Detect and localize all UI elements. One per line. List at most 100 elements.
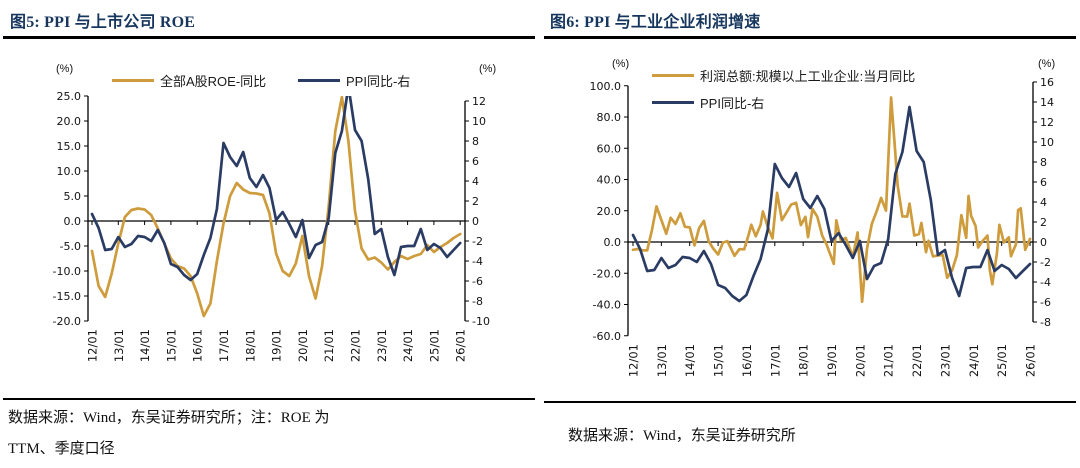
profit-series-swatch [652, 73, 694, 78]
svg-text:13/01: 13/01 [655, 344, 669, 377]
ppi-series-swatch2 [652, 100, 694, 105]
svg-text:16/01: 16/01 [191, 329, 205, 362]
svg-text:22/01: 22/01 [910, 344, 924, 377]
svg-text:100.0: 100.0 [590, 80, 622, 93]
figure6-source-note: 数据来源：Wind，东吴证券研究所 [568, 428, 796, 444]
svg-text:-20.0: -20.0 [53, 315, 81, 328]
figure5-title-rule [3, 36, 535, 39]
figure6-footer-rule [544, 401, 1076, 403]
svg-text:12: 12 [1040, 116, 1054, 129]
svg-text:17/01: 17/01 [768, 344, 782, 377]
svg-text:-10.0: -10.0 [53, 265, 81, 278]
svg-text:26/01: 26/01 [454, 329, 468, 362]
svg-text:-10: -10 [472, 315, 490, 328]
figure5-footer-rule [3, 398, 535, 400]
svg-text:15/01: 15/01 [712, 344, 726, 377]
svg-text:4: 4 [472, 175, 479, 188]
figure6-right-axis-unit: (%) [1038, 58, 1056, 70]
svg-text:20.0: 20.0 [597, 205, 622, 218]
figure5-source-note-line1: 数据来源：Wind，东吴证券研究所；注：ROE 为 [8, 410, 330, 426]
svg-text:8: 8 [1040, 156, 1047, 169]
figure5-legend-item-roe: 全部A股ROE-同比 [112, 71, 266, 90]
svg-text:5.0: 5.0 [64, 190, 82, 203]
svg-text:18/01: 18/01 [797, 344, 811, 377]
svg-text:-60.0: -60.0 [593, 330, 621, 343]
svg-text:23/01: 23/01 [938, 344, 952, 377]
svg-text:16/01: 16/01 [740, 344, 754, 377]
figure6-left-axis-unit: (%) [612, 58, 630, 70]
svg-text:-4: -4 [472, 255, 483, 268]
svg-text:18/01: 18/01 [243, 329, 257, 362]
svg-text:21/01: 21/01 [882, 344, 896, 377]
svg-text:8: 8 [472, 135, 479, 148]
svg-text:-40.0: -40.0 [593, 299, 621, 312]
svg-text:-5.0: -5.0 [60, 240, 81, 253]
svg-text:-8: -8 [1040, 316, 1051, 329]
svg-text:-4: -4 [1040, 276, 1051, 289]
svg-text:-2: -2 [472, 235, 483, 248]
figure5-title: 图5: PPI 与上市公司 ROE [10, 14, 196, 31]
svg-text:14/01: 14/01 [138, 329, 152, 362]
figure5-chart: 25.0 20.0 15.0 10.0 5.0 0.0 -5.0 -10.0 -15.0 -20.… [53, 90, 490, 362]
svg-text:2: 2 [1040, 216, 1047, 229]
svg-text:-20.0: -20.0 [593, 267, 621, 280]
ppi-series-swatch [298, 78, 340, 83]
svg-text:0: 0 [472, 215, 479, 228]
svg-text:60.0: 60.0 [597, 142, 622, 155]
svg-text:-15.0: -15.0 [53, 290, 81, 303]
ppi-series-label: PPI同比-右 [346, 74, 411, 89]
svg-text:16: 16 [1040, 76, 1054, 89]
svg-text:21/01: 21/01 [322, 329, 336, 362]
svg-text:-6: -6 [472, 275, 483, 288]
svg-text:40.0: 40.0 [597, 174, 622, 187]
svg-text:0.0: 0.0 [64, 215, 82, 228]
svg-text:14/01: 14/01 [683, 344, 697, 377]
figure6-legend-item-ppi: PPI同比-右 [652, 93, 764, 112]
svg-text:25/01: 25/01 [427, 329, 441, 362]
svg-text:4: 4 [1040, 196, 1047, 209]
figure6-chart: 100.0 80.0 60.0 40.0 20.0 0.0 -20.0 -40.0 -60.0 1… [590, 76, 1055, 377]
svg-text:10: 10 [472, 115, 486, 128]
svg-text:22/01: 22/01 [349, 329, 363, 362]
svg-text:10.0: 10.0 [57, 165, 82, 178]
svg-text:14: 14 [1040, 96, 1054, 109]
svg-text:17/01: 17/01 [217, 329, 231, 362]
svg-text:2: 2 [472, 195, 479, 208]
svg-text:15.0: 15.0 [57, 140, 82, 153]
figure5-left-axis-unit: (%) [56, 63, 74, 75]
svg-text:-8: -8 [472, 295, 483, 308]
profit-series-label: 利润总额:规模以上工业企业:当月同比 [700, 69, 916, 84]
figure6-title-rule [544, 36, 1076, 39]
roe-series-label: 全部A股ROE-同比 [160, 74, 267, 89]
svg-text:26/01: 26/01 [1024, 344, 1038, 377]
svg-text:12/01: 12/01 [627, 344, 641, 377]
figure5-source-note-line2: TTM、季度口径 [8, 441, 115, 457]
svg-text:20.0: 20.0 [57, 115, 82, 128]
svg-text:6: 6 [1040, 176, 1047, 189]
svg-text:12: 12 [472, 95, 486, 108]
svg-text:-2: -2 [1040, 256, 1051, 269]
figure5-legend-item-ppi: PPI同比-右 [298, 71, 410, 90]
roe-series-swatch [112, 78, 154, 83]
svg-text:12/01: 12/01 [86, 329, 100, 362]
svg-text:23/01: 23/01 [375, 329, 389, 362]
svg-text:24/01: 24/01 [967, 344, 981, 377]
ppi-series-label2: PPI同比-右 [700, 96, 765, 111]
figure6-title: 图6: PPI 与工业企业利润增速 [550, 14, 761, 31]
svg-text:10: 10 [1040, 136, 1054, 149]
svg-text:19/01: 19/01 [270, 329, 284, 362]
svg-text:20/01: 20/01 [853, 344, 867, 377]
figure6-legend-item-profit: 利润总额:规模以上工业企业:当月同比 [652, 66, 915, 85]
svg-text:19/01: 19/01 [825, 344, 839, 377]
svg-text:24/01: 24/01 [401, 329, 415, 362]
svg-text:6: 6 [472, 155, 479, 168]
svg-text:20/01: 20/01 [296, 329, 310, 362]
svg-text:13/01: 13/01 [112, 329, 126, 362]
svg-text:25/01: 25/01 [995, 344, 1009, 377]
svg-text:-6: -6 [1040, 296, 1051, 309]
svg-text:0.0: 0.0 [604, 236, 622, 249]
svg-text:15/01: 15/01 [164, 329, 178, 362]
svg-text:25.0: 25.0 [57, 90, 82, 103]
figure5-right-axis-unit: (%) [479, 63, 497, 75]
